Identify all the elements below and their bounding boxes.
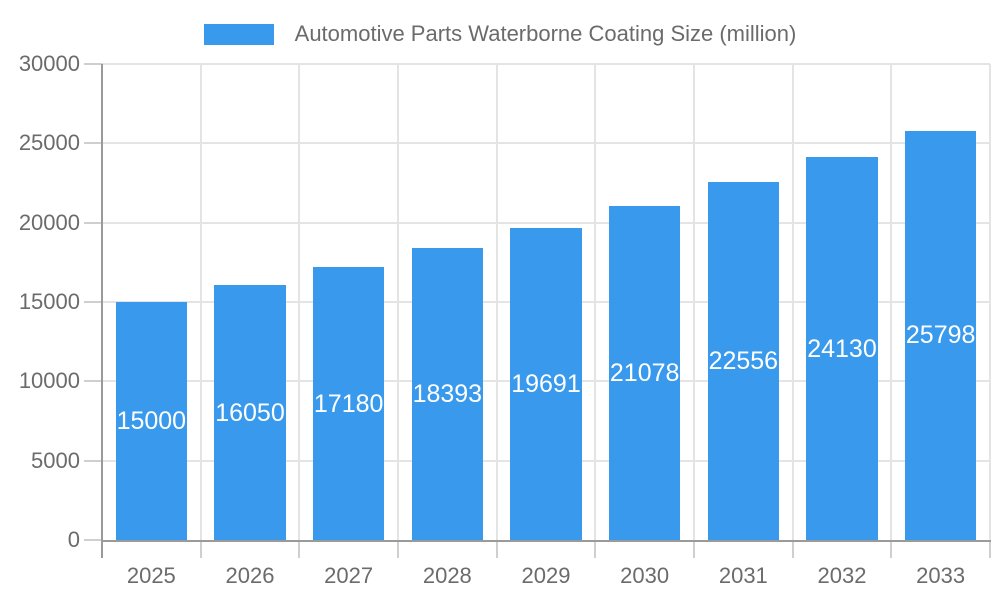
- bar-2033: [905, 130, 977, 540]
- bar-value-label: 21078: [609, 358, 680, 387]
- x-axis-tick: [791, 541, 794, 558]
- bar-2031: [707, 182, 779, 540]
- bar-2026: [214, 285, 286, 540]
- x-axis-tick: [693, 541, 695, 558]
- x-tick-label: 2033: [916, 563, 966, 588]
- x-axis-tick: [397, 541, 399, 558]
- x-tick-label: 2032: [817, 563, 867, 588]
- y-tick-label: 15000: [18, 289, 80, 314]
- y-gridline: [102, 63, 990, 65]
- y-axis-tick: [84, 221, 102, 224]
- x-tick-label: 2030: [620, 563, 670, 588]
- y-axis-tick: [84, 142, 102, 145]
- y-axis-tick: [84, 459, 102, 462]
- y-gridline: [102, 142, 990, 145]
- x-tick-label: 2029: [521, 563, 571, 588]
- x-tick-label: 2028: [422, 563, 472, 588]
- y-axis-tick: [84, 539, 102, 541]
- bar-2032: [806, 157, 878, 540]
- y-tick-label: 20000: [18, 209, 80, 235]
- bar-value-label: 17180: [313, 389, 384, 418]
- y-tick-label: 30000: [18, 51, 80, 76]
- x-tick-label: 2027: [324, 563, 374, 588]
- legend-label: Automotive Parts Waterborne Coating Size…: [294, 21, 797, 46]
- x-gridline: [791, 64, 794, 540]
- bar-value-label: 22556: [708, 347, 779, 376]
- bar-value-label: 18393: [412, 380, 483, 409]
- y-axis-line: [101, 64, 103, 558]
- y-tick-label: 25000: [18, 130, 80, 156]
- x-gridline: [298, 64, 301, 540]
- bar-2029: [510, 227, 582, 540]
- bar-value-label: 16050: [215, 398, 285, 427]
- x-gridline: [199, 64, 202, 540]
- x-gridline: [495, 64, 498, 540]
- y-axis-tick: [84, 301, 102, 303]
- x-gridline: [693, 64, 695, 540]
- x-tick-label: 2031: [718, 563, 768, 588]
- x-axis-tick: [298, 541, 301, 558]
- x-axis-line: [101, 540, 991, 542]
- bar-value-label: 15000: [116, 407, 187, 435]
- y-gridline: [102, 221, 990, 224]
- x-axis-tick: [594, 541, 597, 558]
- bar-2028: [411, 248, 483, 540]
- x-tick-label: 2026: [225, 563, 275, 588]
- bar-2025: [115, 302, 187, 540]
- legend-item[interactable]: Automotive Parts Waterborne Coating Size…: [0, 21, 1000, 47]
- y-tick-label: 10000: [18, 368, 80, 394]
- bar-value-label: 25798: [905, 321, 976, 350]
- y-axis-tick: [84, 63, 102, 65]
- bar-2030: [609, 205, 681, 540]
- x-gridline: [989, 64, 991, 540]
- x-axis-tick: [989, 541, 991, 558]
- y-tick-label: 5000: [31, 447, 80, 473]
- y-axis-tick: [84, 380, 102, 383]
- bar-2027: [313, 267, 385, 540]
- x-axis-tick: [495, 541, 498, 558]
- bar-value-label: 24130: [807, 334, 877, 363]
- bar-value-label: 19691: [511, 369, 581, 398]
- x-tick-label: 2025: [126, 563, 176, 588]
- x-gridline: [397, 64, 399, 540]
- y-tick-label: 0: [67, 527, 80, 552]
- legend-swatch: [203, 23, 274, 45]
- x-axis-tick: [890, 541, 893, 558]
- x-gridline: [890, 64, 893, 540]
- x-axis-tick: [199, 541, 202, 558]
- x-gridline: [594, 64, 597, 540]
